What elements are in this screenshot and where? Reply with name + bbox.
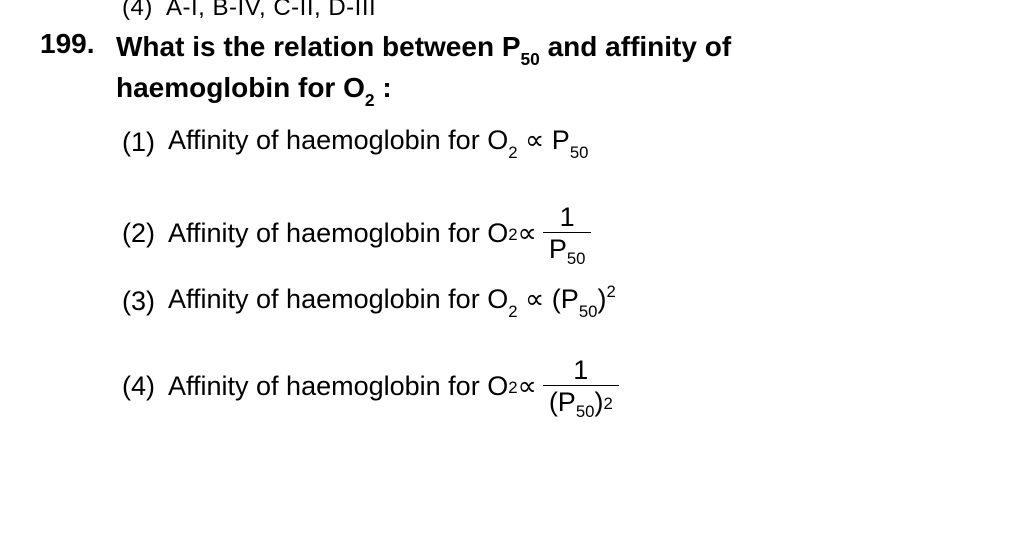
option-3-body: Affinity of haemoglobin for O2 ∝ (P50)2 (168, 283, 616, 319)
op1-sub2: 50 (570, 143, 589, 162)
op2-prop: ∝ (518, 217, 537, 249)
option-4: (4) Affinity of haemoglobin for O2 ∝ 1 (… (122, 356, 984, 417)
option-4-body: Affinity of haemoglobin for O2 ∝ 1 (P50)… (168, 356, 619, 417)
option-1-num: (1) (122, 126, 168, 158)
op4-den-sup: 2 (603, 395, 612, 413)
options-block: (1) Affinity of haemoglobin for O2 ∝ P50… (122, 124, 984, 416)
op1-prefix: Affinity of haemoglobin for O (168, 125, 508, 155)
option-2-num: (2) (122, 217, 168, 249)
op4-frac-num: 1 (567, 356, 594, 385)
option-4-num: (4) (122, 370, 168, 402)
option-3-num: (3) (122, 285, 168, 317)
op3-prop: ∝ (P (518, 284, 579, 314)
op3-sup: 2 (606, 282, 615, 301)
op4-frac-den: (P50)2 (543, 385, 619, 416)
op4-fraction: 1 (P50)2 (543, 356, 619, 417)
op4-prefix: Affinity of haemoglobin for O (168, 370, 508, 402)
op4-prop: ∝ (518, 370, 537, 402)
op1-prop: ∝ P (518, 125, 570, 155)
op2-den-sub: 50 (567, 250, 586, 268)
op2-frac-den: P50 (543, 232, 592, 263)
op4-den-sub: 50 (576, 403, 595, 421)
op2-fraction: 1 P50 (543, 203, 592, 264)
op2-sub1: 2 (508, 225, 517, 245)
op2-frac-num: 1 (554, 203, 581, 232)
op4-den-close: ) (594, 388, 603, 416)
q-line2-sub: 2 (365, 90, 375, 110)
question-text: What is the relation between P50 and aff… (116, 28, 731, 110)
op3-sub1: 2 (508, 302, 517, 321)
option-3: (3) Affinity of haemoglobin for O2 ∝ (P5… (122, 283, 984, 319)
op4-den-open: (P (549, 388, 576, 416)
op4-sub1: 2 (508, 378, 517, 398)
option-1: (1) Affinity of haemoglobin for O2 ∝ P50 (122, 124, 984, 160)
option-2: (2) Affinity of haemoglobin for O2 ∝ 1 P… (122, 203, 984, 264)
prev-text: A-I, B-IV, C-II, D-III (166, 0, 376, 21)
question-row: 199. What is the relation between P50 an… (40, 28, 984, 110)
op2-prefix: Affinity of haemoglobin for O (168, 217, 508, 249)
prev-num: (4) (122, 0, 153, 21)
previous-option-fragment: (4) A-I, B-IV, C-II, D-III (122, 0, 984, 22)
op3-prefix: Affinity of haemoglobin for O (168, 284, 508, 314)
q-line2-part1: haemoglobin for O (116, 72, 365, 103)
q-line1-part1: What is the relation between P (116, 31, 521, 62)
op3-sub2: 50 (579, 302, 598, 321)
q-line1-part2: and affinity of (540, 31, 731, 62)
option-2-body: Affinity of haemoglobin for O2 ∝ 1 P50 (168, 203, 591, 264)
option-1-body: Affinity of haemoglobin for O2 ∝ P50 (168, 124, 588, 160)
q-line1-sub: 50 (521, 49, 540, 69)
q-line2-part2: : (375, 72, 392, 103)
op2-den-main: P (549, 235, 567, 263)
op1-sub1: 2 (508, 143, 517, 162)
question-number: 199. (40, 28, 102, 60)
